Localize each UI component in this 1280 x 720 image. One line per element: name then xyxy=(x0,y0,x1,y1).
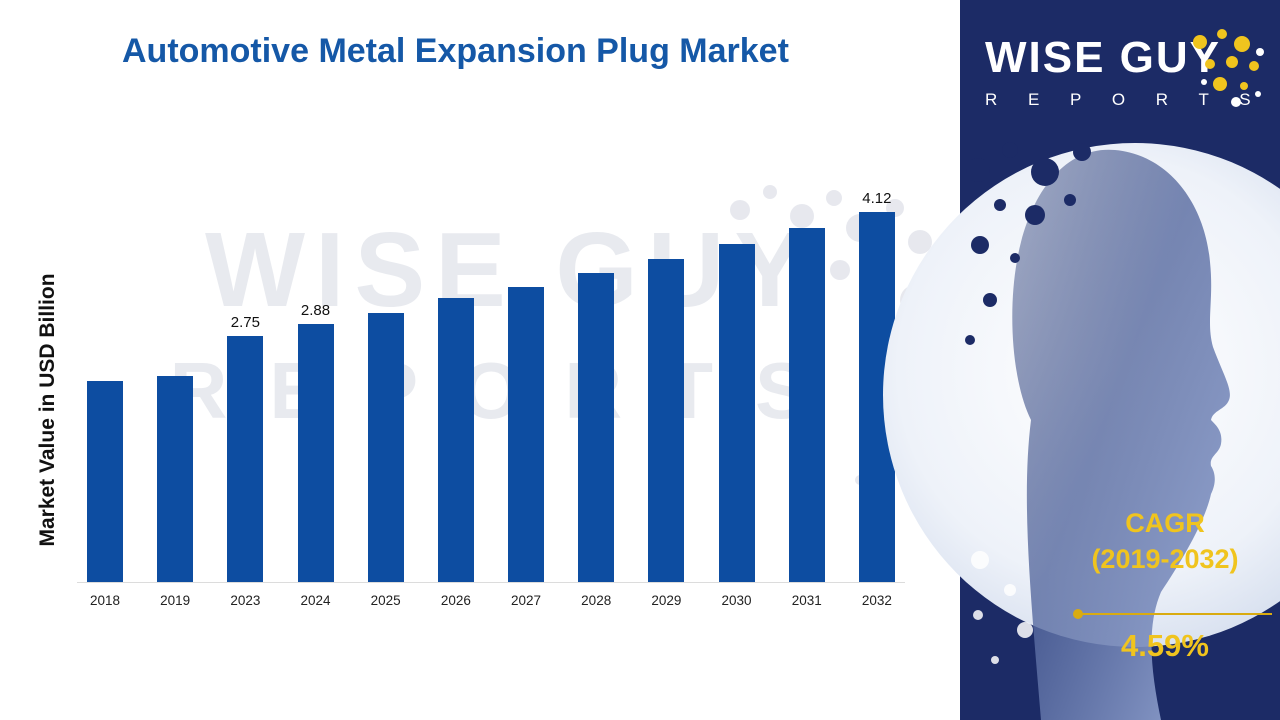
bar-column: 2027 xyxy=(506,140,546,608)
bar-year-label: 2032 xyxy=(861,593,892,608)
bar xyxy=(227,335,264,583)
cagr-block: CAGR (2019-2032) xyxy=(1058,505,1272,578)
bar xyxy=(297,323,334,583)
bar-year-label: 2019 xyxy=(160,593,191,608)
cagr-range: (2019-2032) xyxy=(1091,544,1239,575)
bar xyxy=(648,259,685,583)
bar xyxy=(437,297,474,583)
bar-value-label: 2.75 xyxy=(230,313,260,331)
bar-year-label: 2023 xyxy=(230,593,261,608)
right-panel xyxy=(883,0,1280,720)
bar-year-label: 2018 xyxy=(89,593,121,608)
bar-year-label: 2028 xyxy=(581,593,612,608)
cagr-divider xyxy=(1073,609,1272,619)
bar-year-label: 2024 xyxy=(300,593,331,608)
panel-dots-light xyxy=(971,551,1033,664)
bar xyxy=(508,286,545,583)
cagr-label: CAGR xyxy=(1125,508,1205,538)
bar-year-label: 2030 xyxy=(721,593,752,608)
logo: WISE GUY R E P O R T S xyxy=(985,33,1264,110)
bar xyxy=(718,243,755,583)
bar xyxy=(157,376,194,583)
bar-column: 2030 xyxy=(717,140,757,608)
cagr-value: 4.59% xyxy=(1121,628,1209,663)
bar-year-label: 2027 xyxy=(511,593,542,608)
logo-face-dots-icon xyxy=(1193,29,1264,107)
bar-column: 2028 xyxy=(576,140,616,608)
bar xyxy=(87,380,123,583)
bar xyxy=(788,227,825,583)
bar-column: 2.88 2024 xyxy=(296,140,336,608)
bar-year-label: 2026 xyxy=(440,593,471,608)
bar-year-label: 2025 xyxy=(370,593,401,608)
bar-column: 2031 xyxy=(787,140,827,608)
bar xyxy=(367,313,404,583)
bar-column: 2026 xyxy=(436,140,476,608)
bar-column: 2018 xyxy=(85,140,125,608)
logo-subtitle: R E P O R T S xyxy=(985,90,1264,109)
bar-chart: 2018 2019 2.75 2023 2.88 2024 2025 2026 2027 2028… xyxy=(77,140,905,608)
bar-column: 2025 xyxy=(366,140,406,608)
bar xyxy=(578,273,615,583)
bar-column: 2029 xyxy=(646,140,686,608)
logo-name: WISE GUY xyxy=(985,33,1222,82)
y-axis-label: Market Value in USD Billion xyxy=(36,273,59,547)
bar-value-label: 2.88 xyxy=(300,301,331,319)
bar-year-label: 2029 xyxy=(651,593,682,608)
bar-column: 2.75 2023 xyxy=(225,140,265,608)
bar-value-label: 4.12 xyxy=(862,190,892,208)
bar-column: 2019 xyxy=(155,140,195,608)
face-silhouette-icon xyxy=(1012,149,1230,720)
page-title: Automotive Metal Expansion Plug Market xyxy=(122,32,789,70)
panel-dots xyxy=(965,142,1091,345)
bar-year-label: 2031 xyxy=(791,593,822,608)
